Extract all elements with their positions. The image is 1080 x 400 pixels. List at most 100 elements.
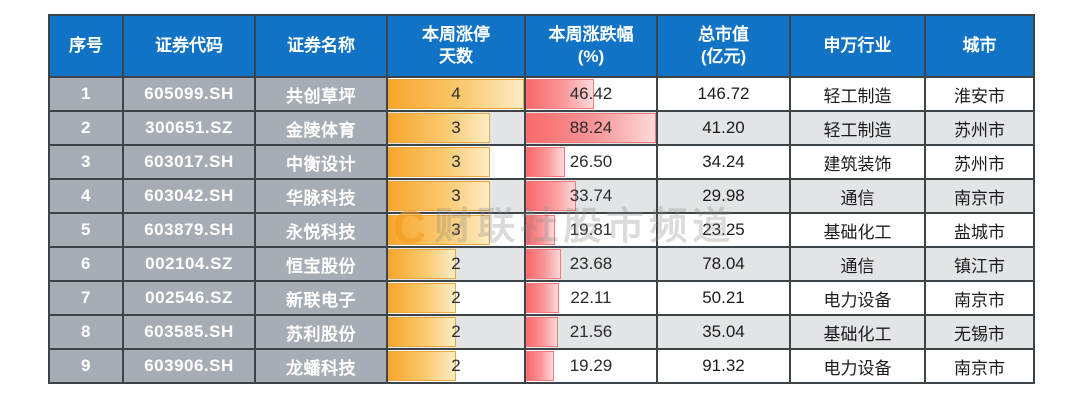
days-data-bar: [388, 181, 490, 211]
cell-name: 共创草坪: [256, 78, 386, 110]
days-value: 2: [451, 288, 461, 307]
cell-industry: 建筑装饰: [791, 146, 924, 178]
days-value: 3: [451, 118, 461, 137]
change-data-bar: [526, 147, 565, 177]
change-data-bar: [526, 113, 656, 143]
header-weekly-change: 本周涨跌幅 (%): [526, 16, 656, 76]
cell-seq: 6: [50, 248, 122, 280]
cell-industry: 电力设备: [791, 350, 924, 382]
header-label: (%): [577, 47, 605, 66]
cell-market-cap: 29.98: [658, 180, 789, 212]
change-value: 19.81: [569, 220, 613, 239]
cell-code: 603017.SH: [124, 146, 254, 178]
change-value: 33.74: [569, 186, 613, 205]
cell-market-cap: 146.72: [658, 78, 789, 110]
days-data-bar: [388, 215, 490, 245]
days-value: 2: [451, 356, 461, 375]
cell-industry: 通信: [791, 248, 924, 280]
cell-limitup-days: 2: [388, 248, 524, 280]
days-data-bar: [388, 113, 490, 143]
cell-market-cap: 23.25: [658, 214, 789, 246]
header-label: 申万行业: [823, 35, 892, 55]
cell-city: 苏州市: [926, 146, 1033, 178]
cell-weekly-change: 21.56: [526, 316, 656, 348]
cell-market-cap: 91.32: [658, 350, 789, 382]
cell-industry: 基础化工: [791, 214, 924, 246]
header-label: 证券代码: [155, 35, 223, 55]
change-value: 19.29: [569, 356, 613, 375]
cell-seq: 1: [50, 78, 122, 110]
change-value: 46.42: [569, 84, 613, 103]
cell-city: 南京市: [926, 282, 1033, 314]
cell-limitup-days: 3: [388, 146, 524, 178]
cell-market-cap: 34.24: [658, 146, 789, 178]
cell-code: 603042.SH: [124, 180, 254, 212]
cell-market-cap: 78.04: [658, 248, 789, 280]
cell-weekly-change: 23.68: [526, 248, 656, 280]
header-label: 序号: [69, 35, 103, 55]
header-label: 证券名称: [287, 35, 355, 55]
cell-market-cap: 41.20: [658, 112, 789, 144]
change-data-bar: [526, 351, 555, 381]
cell-limitup-days: 2: [388, 316, 524, 348]
cell-city: 镇江市: [926, 248, 1033, 280]
cell-seq: 3: [50, 146, 122, 178]
change-data-bar: [526, 249, 561, 279]
change-value: 22.11: [570, 288, 612, 307]
cell-city: 无锡市: [926, 316, 1033, 348]
header-name: 证券名称: [256, 16, 386, 76]
cell-limitup-days: 2: [388, 350, 524, 382]
header-seq: 序号: [50, 16, 122, 76]
cell-code: 300651.SZ: [124, 112, 254, 144]
header-label: 天数: [439, 47, 473, 66]
change-data-bar: [526, 181, 576, 211]
cell-name: 新联电子: [256, 282, 386, 314]
days-data-bar: [388, 283, 456, 313]
change-data-bar: [526, 317, 558, 347]
header-market-cap: 总市值 (亿元): [658, 16, 789, 76]
cell-code: 603585.SH: [124, 316, 254, 348]
cell-market-cap: 50.21: [658, 282, 789, 314]
cell-weekly-change: 46.42: [526, 78, 656, 110]
cell-limitup-days: 4: [388, 78, 524, 110]
days-data-bar: [388, 79, 524, 109]
cell-market-cap: 35.04: [658, 316, 789, 348]
cell-city: 盐城市: [926, 214, 1033, 246]
cell-name: 龙蟠科技: [256, 350, 386, 382]
cell-name: 华脉科技: [256, 180, 386, 212]
cell-weekly-change: 88.24: [526, 112, 656, 144]
cell-industry: 轻工制造: [791, 112, 924, 144]
change-data-bar: [526, 215, 556, 245]
days-data-bar: [388, 317, 456, 347]
cell-weekly-change: 33.74: [526, 180, 656, 212]
cell-seq: 4: [50, 180, 122, 212]
cell-code: 603879.SH: [124, 214, 254, 246]
cell-industry: 轻工制造: [791, 78, 924, 110]
cell-limitup-days: 3: [388, 214, 524, 246]
cell-seq: 8: [50, 316, 122, 348]
cell-name: 金陵体育: [256, 112, 386, 144]
cell-name: 恒宝股份: [256, 248, 386, 280]
cell-code: 002104.SZ: [124, 248, 254, 280]
header-label: (亿元): [700, 47, 747, 66]
change-value: 26.50: [569, 152, 613, 171]
cell-name: 中衡设计: [256, 146, 386, 178]
days-value: 2: [451, 322, 461, 341]
cell-limitup-days: 3: [388, 112, 524, 144]
cell-city: 淮安市: [926, 78, 1033, 110]
cell-seq: 9: [50, 350, 122, 382]
days-value: 4: [451, 84, 461, 103]
header-limitup-days: 本周涨停 天数: [388, 16, 524, 76]
cell-seq: 7: [50, 282, 122, 314]
change-value: 23.68: [569, 254, 613, 273]
cell-industry: 基础化工: [791, 316, 924, 348]
days-data-bar: [388, 351, 456, 381]
days-data-bar: [388, 249, 456, 279]
days-value: 3: [451, 186, 461, 205]
header-label: 本周涨停: [422, 24, 490, 44]
cell-weekly-change: 26.50: [526, 146, 656, 178]
cell-code: 002546.SZ: [124, 282, 254, 314]
cell-weekly-change: 19.81: [526, 214, 656, 246]
header-label: 总市值: [698, 24, 749, 44]
cell-code: 603906.SH: [124, 350, 254, 382]
